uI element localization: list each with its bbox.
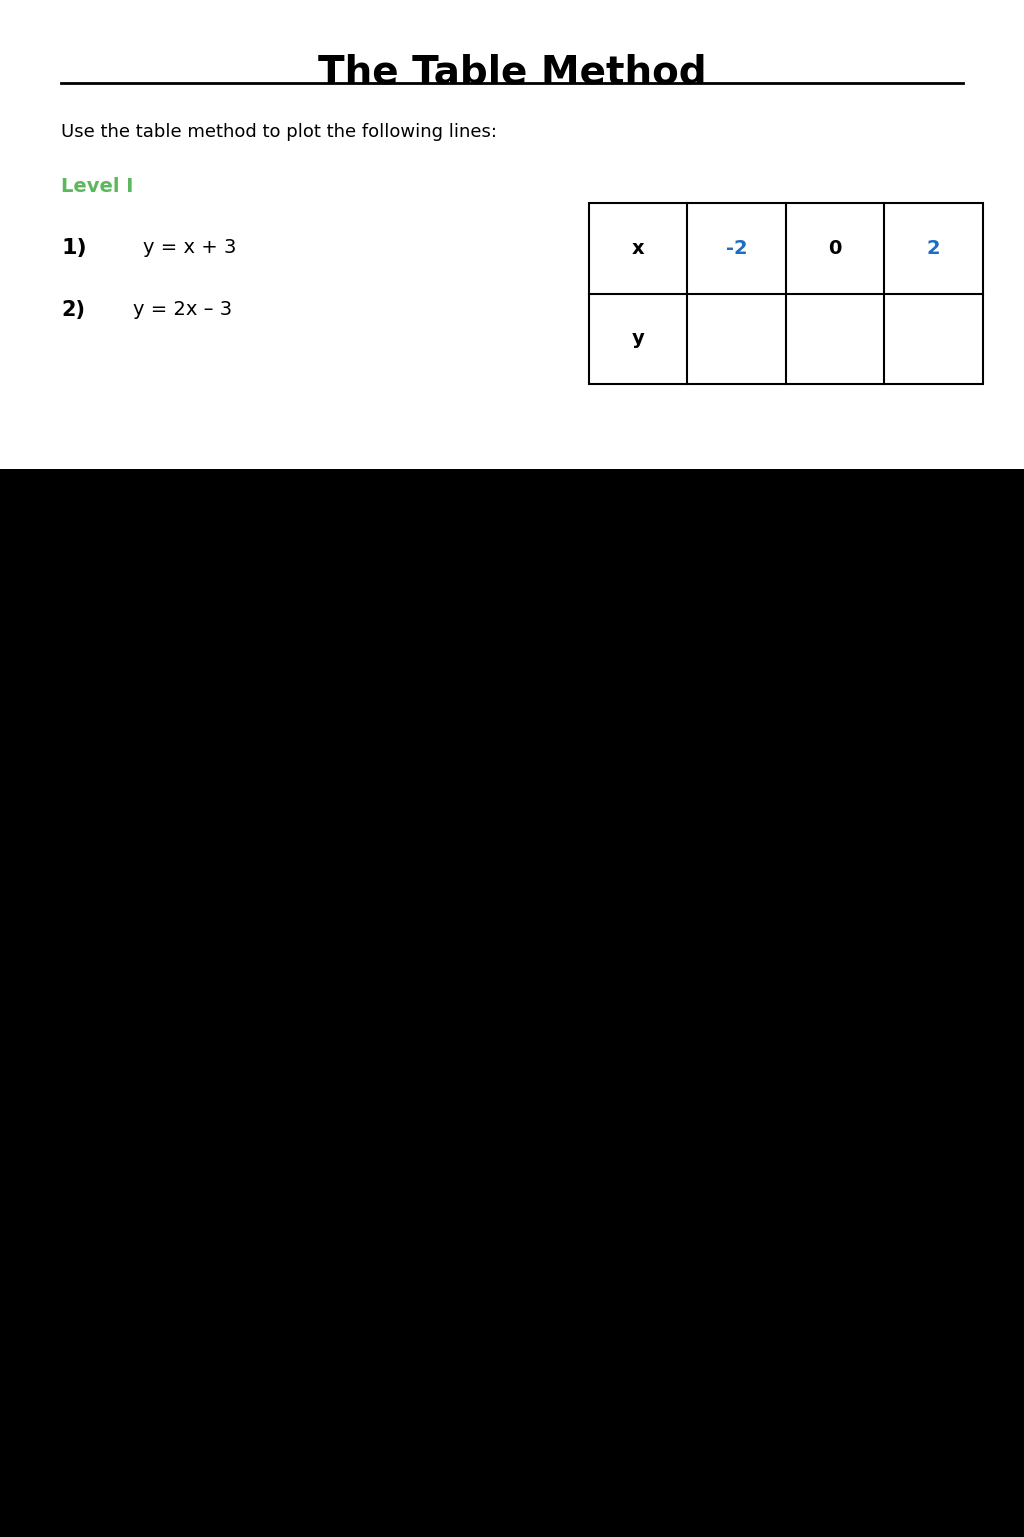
Text: x: x: [632, 238, 644, 258]
Text: 0: 0: [828, 238, 842, 258]
Text: y = 2x – 3: y = 2x – 3: [133, 300, 232, 318]
Text: Level I: Level I: [61, 177, 134, 195]
Text: y: y: [632, 329, 644, 349]
Text: -2: -2: [726, 238, 748, 258]
Text: y = x + 3: y = x + 3: [143, 238, 237, 257]
Text: 2: 2: [927, 238, 941, 258]
Text: The Table Method: The Table Method: [317, 54, 707, 92]
Text: 2): 2): [61, 300, 85, 320]
Text: 1): 1): [61, 238, 87, 258]
Bar: [589, 203, 983, 384]
Bar: [0, 469, 1024, 1537]
Text: Use the table method to plot the following lines:: Use the table method to plot the followi…: [61, 123, 498, 141]
